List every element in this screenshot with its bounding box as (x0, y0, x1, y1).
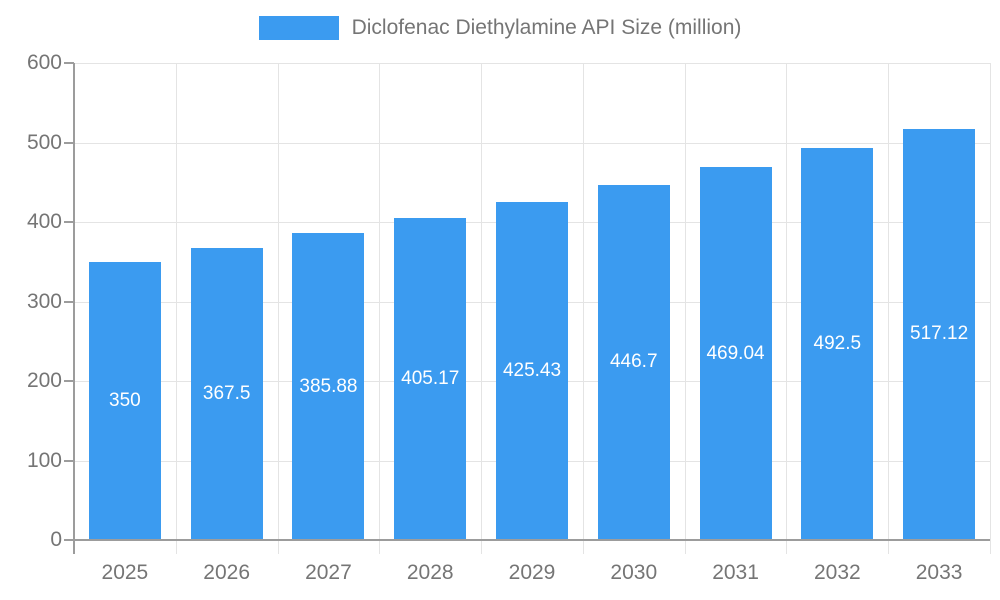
y-grid-line (74, 142, 990, 144)
bar-value-label: 492.5 (813, 333, 862, 355)
bar[interactable] (394, 217, 467, 540)
x-grid-line (786, 63, 788, 554)
bar[interactable] (190, 247, 263, 540)
x-grid-line (481, 63, 483, 554)
x-grid-line (277, 63, 279, 554)
legend[interactable]: Diclofenac Diethylamine API Size (millio… (0, 16, 1000, 40)
bar[interactable] (88, 261, 161, 540)
y-axis-tick (64, 300, 74, 303)
y-axis-line (73, 63, 75, 554)
y-tick-label: 600 (26, 51, 62, 74)
y-axis-tick (64, 62, 74, 64)
x-tick-label: 2026 (203, 561, 251, 584)
y-axis-tick (64, 141, 74, 144)
y-axis-tick (64, 459, 74, 462)
x-grid-line (684, 63, 686, 554)
bar[interactable] (699, 167, 772, 540)
bar-value-label: 385.88 (299, 375, 358, 397)
bar[interactable] (496, 201, 568, 540)
y-tick-label: 400 (26, 210, 62, 233)
x-tick-label: 2030 (610, 561, 658, 584)
bar[interactable] (903, 128, 976, 540)
bar[interactable] (597, 184, 670, 540)
bar-value-label: 350 (109, 389, 141, 411)
x-grid-line (582, 63, 584, 554)
bar-value-label: 469.04 (706, 342, 765, 364)
legend-label: Diclofenac Diethylamine API Size (millio… (351, 16, 742, 39)
x-grid-line (990, 63, 991, 554)
bar-value-label: 367.5 (202, 382, 251, 404)
x-tick-label: 2025 (101, 561, 149, 584)
bar[interactable] (292, 233, 365, 540)
legend-swatch-icon (258, 16, 339, 40)
bar-value-label: 517.12 (910, 323, 969, 345)
y-tick-label: 200 (26, 369, 62, 392)
y-axis-tick (64, 221, 74, 223)
y-tick-label: 500 (26, 130, 62, 154)
bar[interactable] (801, 148, 874, 540)
x-grid-line (888, 63, 890, 554)
x-axis-line (64, 539, 990, 541)
bar-value-label: 425.43 (502, 359, 562, 381)
x-tick-label: 2031 (712, 561, 759, 584)
x-tick-label: 2029 (508, 561, 556, 584)
x-tick-label: 2027 (305, 561, 352, 584)
bar-value-label: 446.7 (609, 351, 658, 373)
x-grid-line (379, 63, 381, 554)
x-tick-label: 2033 (915, 561, 963, 584)
x-tick-label: 2028 (406, 561, 454, 584)
y-tick-label: 300 (26, 289, 62, 313)
y-tick-label: 0 (50, 528, 62, 551)
y-grid-line (74, 63, 990, 64)
y-axis-tick (64, 380, 74, 382)
x-tick-label: 2032 (813, 561, 861, 584)
bar-value-label: 405.17 (401, 367, 460, 389)
x-grid-line (175, 63, 177, 554)
y-tick-label: 100 (26, 448, 62, 472)
